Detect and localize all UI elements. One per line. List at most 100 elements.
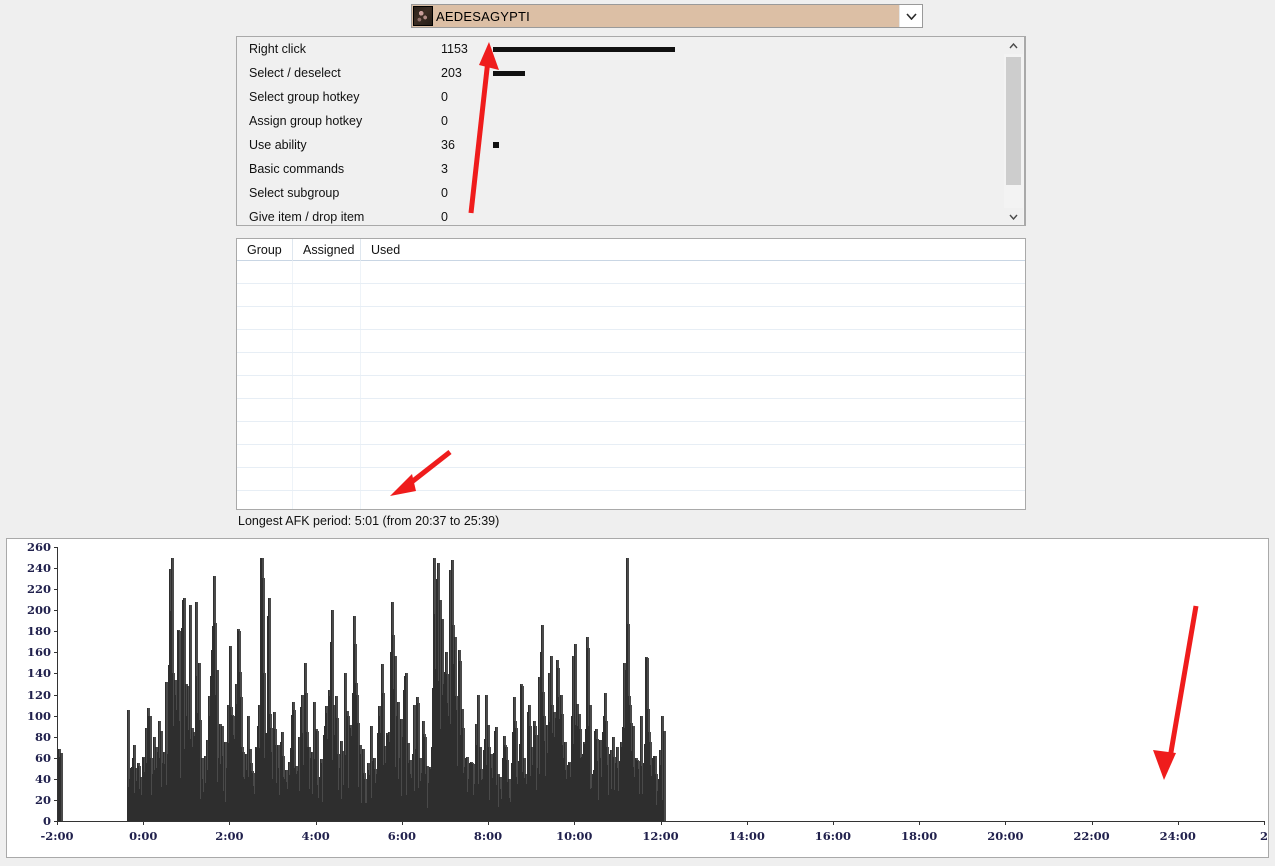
x-axis-tick	[574, 821, 576, 825]
column-header-assigned: Assigned	[293, 239, 361, 261]
table-row[interactable]	[237, 399, 1025, 422]
action-row[interactable]: Select / deselect 203	[237, 61, 1025, 85]
combobox-field[interactable]: AEDESAGYPTI	[412, 5, 899, 27]
chevron-down-icon[interactable]	[899, 5, 922, 27]
action-label: Assign group hotkey	[249, 114, 363, 128]
player-select-combobox[interactable]: AEDESAGYPTI	[411, 4, 923, 28]
action-count: 0	[441, 114, 448, 128]
table-cell	[293, 491, 361, 509]
table-row[interactable]	[237, 422, 1025, 445]
action-list-scrollbar[interactable]	[1004, 36, 1025, 226]
x-axis-tick	[1177, 821, 1179, 825]
x-axis-tick	[488, 821, 490, 825]
action-stats-list[interactable]: Right click 1153 Select / deselect 203 Selec…	[236, 36, 1026, 226]
chart-bar	[588, 705, 592, 821]
x-axis-tick	[919, 821, 921, 825]
table-cell	[237, 491, 293, 509]
x-axis-tick	[57, 821, 58, 825]
actions-per-minute-chart[interactable]: 0 20 40 60 80 100 120 140 160 180 200 220 240 260 -2:0…	[6, 538, 1269, 858]
table-cell	[361, 399, 1025, 421]
y-axis-tick	[54, 694, 58, 696]
table-row[interactable]	[237, 445, 1025, 468]
table-cell	[361, 445, 1025, 467]
chart-bar	[521, 686, 525, 821]
y-axis-tick	[54, 799, 58, 801]
action-label: Use ability	[249, 138, 307, 152]
y-axis-tick	[54, 821, 58, 822]
table-row[interactable]	[237, 353, 1025, 376]
y-axis-tick	[54, 568, 58, 570]
action-count: 0	[441, 90, 448, 104]
action-label: Select / deselect	[249, 66, 341, 80]
table-row[interactable]	[237, 261, 1025, 284]
scroll-down-button[interactable]	[1004, 208, 1023, 225]
action-label: Give item / drop item	[249, 210, 365, 224]
table-cell	[237, 261, 293, 283]
group-hotkey-table[interactable]: Group Assigned Used	[236, 238, 1026, 510]
table-cell	[237, 376, 293, 398]
chart-bar	[267, 598, 271, 821]
y-axis-tick-label: 20	[34, 792, 51, 807]
table-row[interactable]	[237, 491, 1025, 509]
table-body	[237, 261, 1025, 509]
chart-bar	[293, 709, 297, 821]
chart-bar	[641, 765, 645, 821]
chart-bar	[496, 773, 500, 821]
chart-bar	[416, 702, 420, 821]
action-row[interactable]: Use ability 36	[237, 133, 1025, 157]
action-row[interactable]: Basic commands 3	[237, 157, 1025, 181]
table-cell	[293, 468, 361, 490]
chart-bar	[465, 757, 469, 821]
y-axis-tick-label: 40	[34, 771, 51, 786]
y-axis-tick-label: 60	[34, 750, 51, 765]
action-row[interactable]: Select subgroup 0	[237, 181, 1025, 205]
table-cell	[361, 330, 1025, 352]
action-row[interactable]: Assign group hotkey 0	[237, 109, 1025, 133]
table-cell	[293, 330, 361, 352]
x-axis-tick-label: -2:00	[40, 829, 74, 843]
action-label: Basic commands	[249, 162, 345, 176]
table-row[interactable]	[237, 307, 1025, 330]
table-cell	[361, 307, 1025, 329]
y-axis-tick	[54, 778, 58, 780]
y-axis-tick-label: 160	[26, 645, 51, 660]
table-cell	[361, 261, 1025, 283]
y-axis-tick-label: 100	[26, 708, 51, 723]
table-cell	[293, 422, 361, 444]
table-cell	[237, 422, 293, 444]
y-axis-tick-label: 260	[26, 540, 51, 554]
action-label: Select subgroup	[249, 186, 340, 200]
action-bar	[493, 70, 525, 76]
table-row[interactable]	[237, 284, 1025, 307]
scrollbar-thumb[interactable]	[1006, 57, 1021, 185]
x-axis-tick-label: 20:00	[987, 829, 1024, 843]
table-cell	[293, 307, 361, 329]
table-row[interactable]	[237, 376, 1025, 399]
table-row[interactable]	[237, 468, 1025, 491]
y-axis-tick-label: 240	[26, 561, 51, 576]
chart-bar	[663, 757, 667, 821]
x-axis-tick	[1005, 821, 1007, 825]
action-count: 1153	[441, 42, 468, 56]
table-cell	[237, 468, 293, 490]
y-axis-tick-label: 200	[26, 603, 51, 618]
x-axis-tick-label: 6:00	[387, 829, 416, 843]
x-axis-tick	[143, 821, 145, 825]
action-count: 36	[441, 138, 455, 152]
y-axis-tick	[54, 652, 58, 654]
chart-bar	[529, 725, 533, 821]
table-cell	[361, 491, 1025, 509]
y-axis-tick-label: 180	[26, 624, 51, 639]
table-row[interactable]	[237, 330, 1025, 353]
action-row[interactable]: Select group hotkey 0	[237, 85, 1025, 109]
x-axis-tick	[1091, 821, 1093, 825]
x-axis-tick-label: 14:00	[728, 829, 765, 843]
table-cell	[361, 284, 1025, 306]
x-axis-tick-label: 4:00	[301, 829, 330, 843]
action-row[interactable]: Right click 1153	[237, 37, 1025, 61]
table-cell	[237, 330, 293, 352]
scroll-up-button[interactable]	[1004, 37, 1023, 54]
table-cell	[293, 445, 361, 467]
action-row[interactable]: Give item / drop item 0	[237, 205, 1025, 225]
